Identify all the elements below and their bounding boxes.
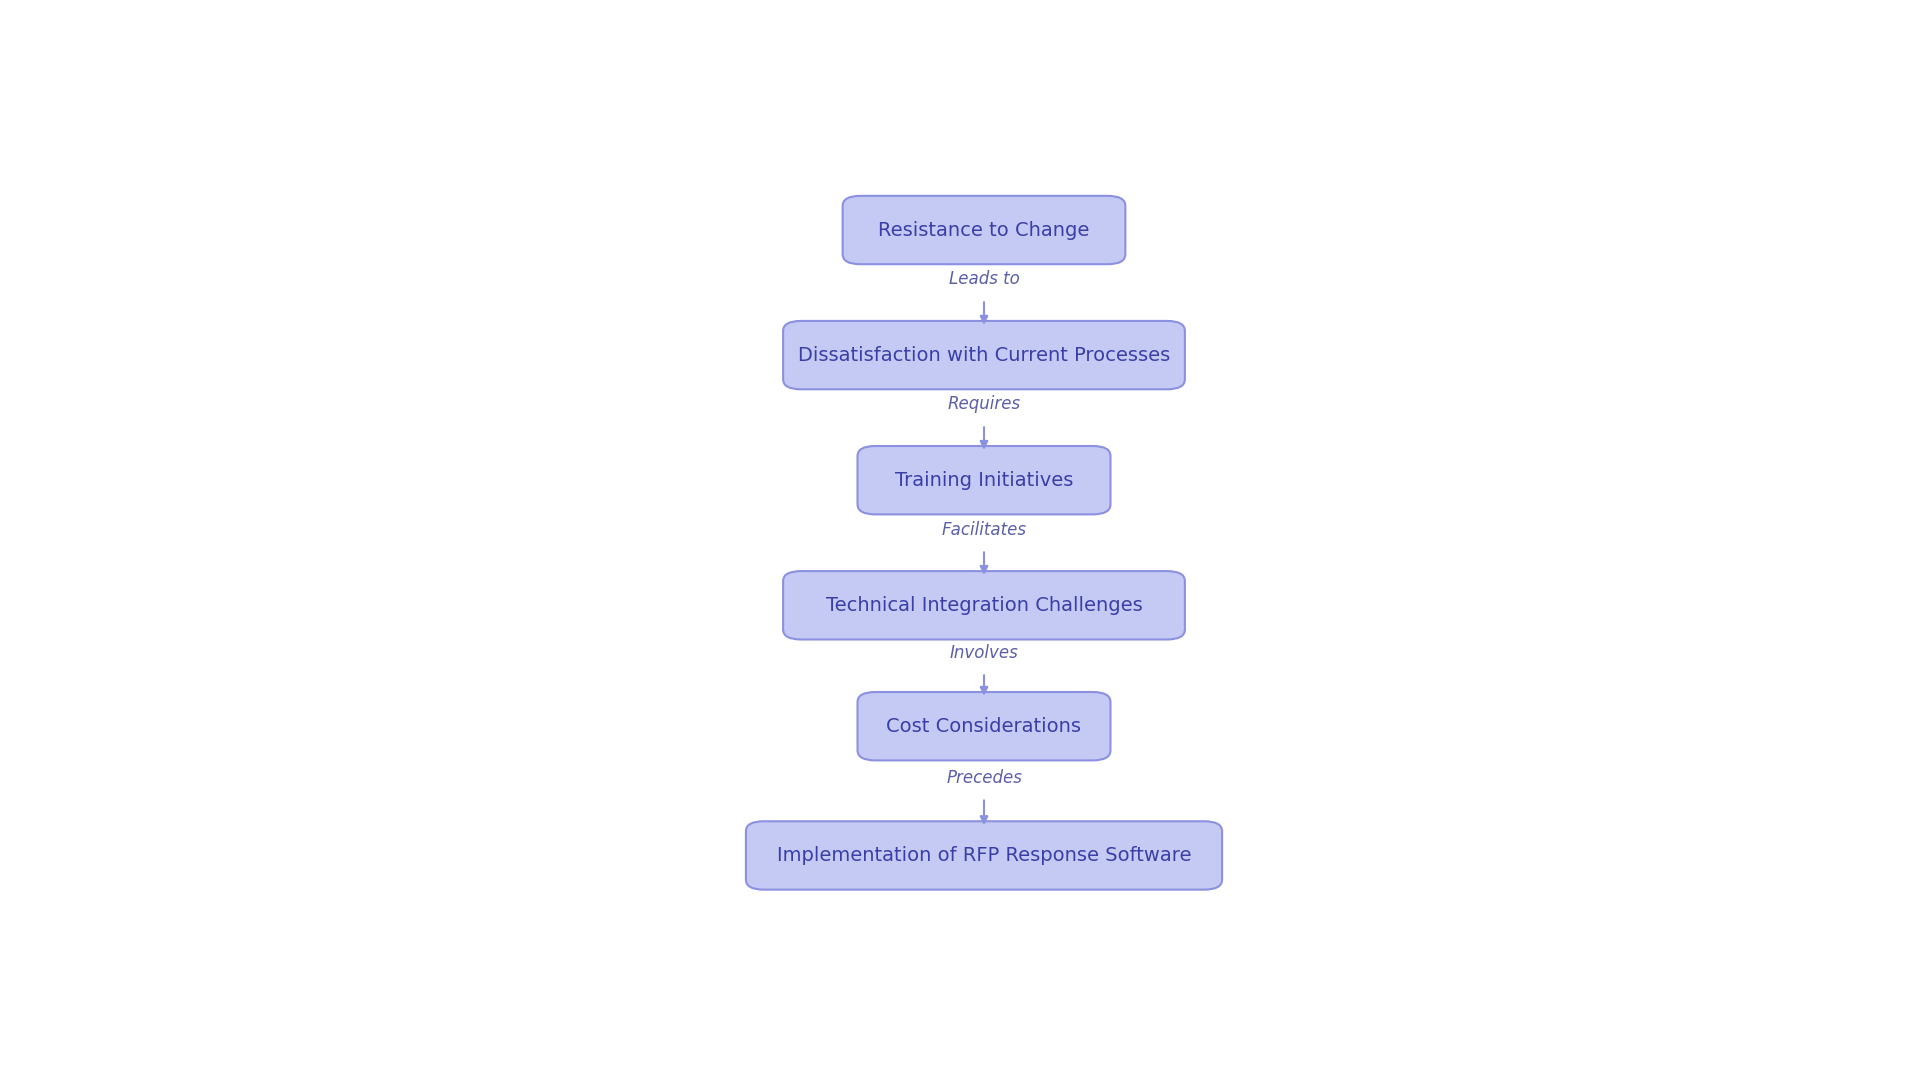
Text: Resistance to Change: Resistance to Change <box>877 221 1091 239</box>
FancyBboxPatch shape <box>858 692 1110 760</box>
Text: Training Initiatives: Training Initiatives <box>895 471 1073 490</box>
Text: Precedes: Precedes <box>947 769 1021 786</box>
FancyBboxPatch shape <box>843 196 1125 264</box>
FancyBboxPatch shape <box>783 571 1185 639</box>
FancyBboxPatch shape <box>745 821 1221 889</box>
Text: Involves: Involves <box>950 643 1018 662</box>
Text: Technical Integration Challenges: Technical Integration Challenges <box>826 596 1142 615</box>
Text: Dissatisfaction with Current Processes: Dissatisfaction with Current Processes <box>799 345 1169 365</box>
Text: Implementation of RFP Response Software: Implementation of RFP Response Software <box>778 846 1190 865</box>
Text: Cost Considerations: Cost Considerations <box>887 717 1081 735</box>
Text: Requires: Requires <box>947 395 1021 414</box>
Text: Leads to: Leads to <box>948 271 1020 288</box>
FancyBboxPatch shape <box>858 446 1110 514</box>
Text: Facilitates: Facilitates <box>941 521 1027 538</box>
FancyBboxPatch shape <box>783 321 1185 389</box>
